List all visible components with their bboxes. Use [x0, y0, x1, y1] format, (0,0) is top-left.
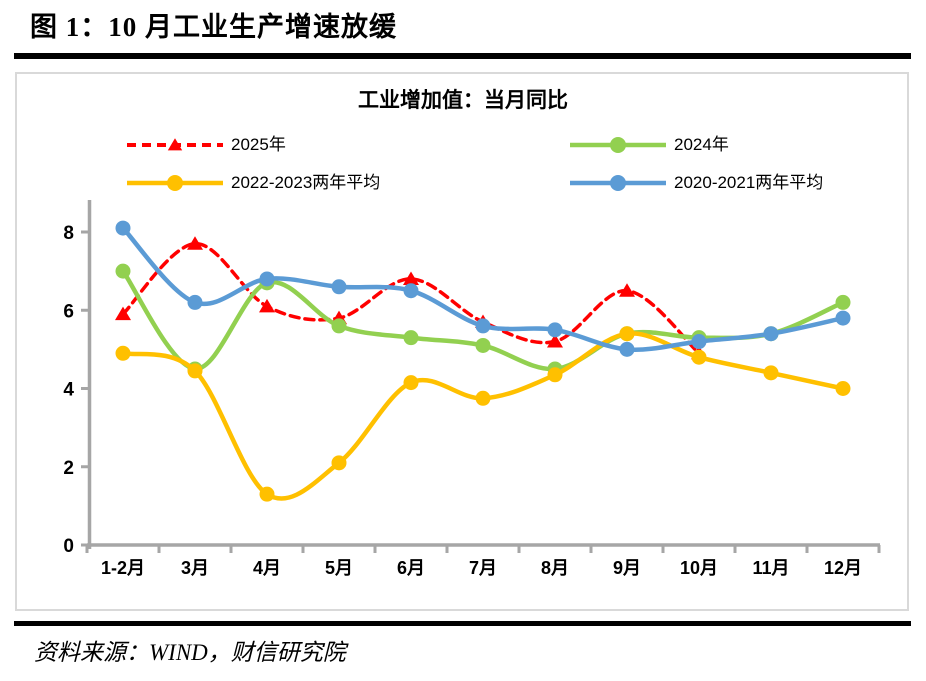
legend-item-1: 2024年 — [570, 134, 729, 156]
marker-circle — [691, 349, 707, 365]
marker-triangle — [547, 334, 563, 348]
y-axis-label: 8 — [63, 223, 74, 244]
x-axis-label: 5月 — [325, 558, 353, 578]
y-axis-label: 0 — [63, 536, 74, 557]
marker-triangle — [187, 236, 203, 250]
legend-label: 2020-2021两年平均 — [674, 173, 824, 192]
marker-triangle — [115, 306, 131, 321]
marker-circle — [259, 271, 275, 287]
series-line-1 — [120, 268, 846, 372]
series-line-2 — [120, 331, 846, 501]
marker-circle — [763, 326, 779, 342]
legend-item-0: 2025年 — [127, 134, 286, 156]
marker-circle — [835, 294, 851, 310]
marker-circle — [835, 381, 851, 396]
marker-circle — [403, 330, 419, 346]
legend-marker-circle — [167, 175, 183, 191]
marker-circle — [475, 390, 491, 406]
x-axis-label: 9月 — [613, 558, 641, 578]
legend-item-2: 2022-2023两年平均 — [127, 172, 380, 194]
marker-circle — [187, 294, 203, 310]
figure-title: 图 1：10 月工业生产增速放缓 — [30, 12, 397, 42]
marker-circle — [619, 341, 635, 357]
marker-circle — [115, 345, 131, 361]
legend-label: 2025年 — [231, 135, 286, 154]
marker-circle — [403, 283, 419, 299]
source-note: 资料来源：WIND，财信研究院 — [34, 640, 346, 665]
marker-circle — [691, 334, 707, 350]
x-axis-label: 11月 — [752, 558, 789, 578]
legend-sample — [127, 175, 223, 191]
title-divider — [14, 53, 911, 59]
marker-triangle — [619, 283, 635, 297]
legend-sample — [570, 137, 666, 153]
legend-marker-circle — [610, 175, 626, 191]
x-axis-label: 6月 — [397, 558, 425, 578]
x-axis-label: 1-2月 — [101, 558, 145, 578]
marker-circle — [547, 322, 563, 338]
x-axis-label: 12月 — [824, 558, 862, 578]
x-axis-label: 10月 — [680, 558, 718, 578]
y-axis-label: 4 — [63, 380, 74, 401]
marker-circle — [187, 363, 203, 379]
y-axis-label: 6 — [63, 301, 74, 322]
x-axis-label: 3月 — [181, 558, 209, 578]
y-axis-label: 2 — [63, 458, 74, 479]
marker-circle — [475, 337, 491, 353]
chart-title: 工业增加值：当月同比 — [358, 89, 568, 112]
marker-triangle — [259, 298, 275, 313]
legend-label: 2022-2023两年平均 — [231, 173, 381, 192]
marker-triangle — [403, 271, 419, 285]
legend-marker-circle — [610, 137, 626, 153]
marker-circle — [115, 220, 131, 236]
marker-circle — [331, 318, 347, 334]
legend-marker-triangle — [167, 138, 183, 151]
marker-circle — [475, 318, 491, 334]
series-line-0 — [121, 241, 701, 356]
series-line-3 — [120, 225, 846, 352]
marker-circle — [547, 367, 563, 383]
marker-circle — [835, 310, 851, 326]
marker-circle — [403, 375, 419, 391]
marker-circle — [259, 486, 275, 502]
marker-circle — [619, 326, 635, 342]
legend-item-3: 2020-2021两年平均 — [570, 172, 823, 194]
marker-circle — [115, 263, 131, 279]
x-axis-label: 7月 — [469, 558, 497, 578]
bottom-divider — [14, 621, 911, 626]
marker-circle — [331, 455, 347, 471]
legend-sample — [570, 175, 666, 191]
legend-label: 2024年 — [674, 135, 729, 154]
x-axis-label: 8月 — [541, 558, 569, 578]
marker-circle — [331, 279, 347, 295]
legend-sample — [127, 138, 223, 151]
x-axis-label: 4月 — [253, 558, 281, 578]
marker-circle — [763, 365, 779, 381]
